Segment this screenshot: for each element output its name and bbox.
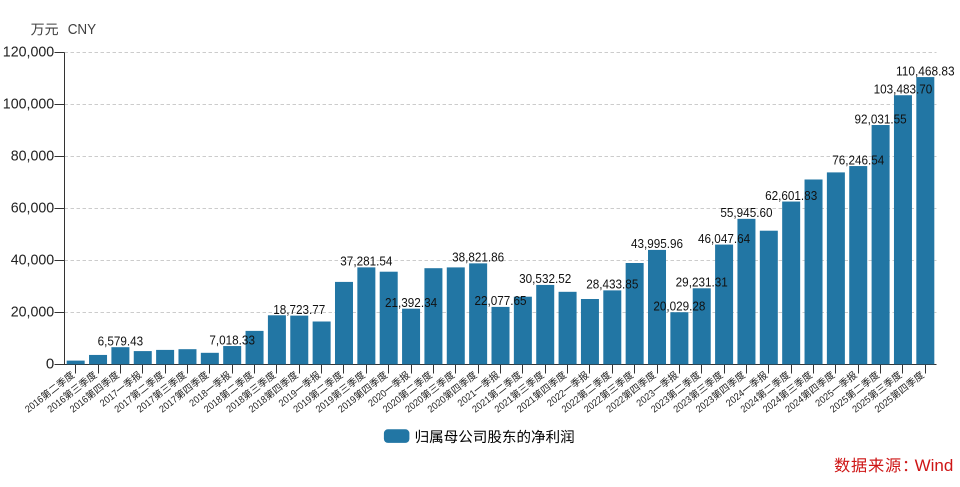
svg-text:18,723.77: 18,723.77 (273, 302, 325, 317)
svg-text:120,000: 120,000 (3, 43, 54, 60)
svg-text:100,000: 100,000 (3, 95, 54, 112)
svg-text:46,047.64: 46,047.64 (698, 231, 750, 246)
svg-text:7,018.33: 7,018.33 (209, 332, 255, 347)
svg-text:20,029.28: 20,029.28 (653, 299, 705, 314)
svg-text:6,579.43: 6,579.43 (98, 333, 144, 348)
svg-text:76,246.54: 76,246.54 (832, 152, 884, 167)
svg-text:92,031.55: 92,031.55 (855, 111, 907, 126)
svg-text:37,281.54: 37,281.54 (340, 254, 392, 269)
svg-text:21,392.34: 21,392.34 (385, 295, 437, 310)
svg-text:38,821.86: 38,821.86 (452, 250, 504, 265)
svg-text:80,000: 80,000 (11, 147, 55, 164)
svg-text:103,483.70: 103,483.70 (874, 82, 933, 97)
svg-text:62,601.83: 62,601.83 (765, 188, 817, 203)
svg-text:CNY: CNY (68, 22, 97, 38)
svg-text:22,077.65: 22,077.65 (474, 293, 526, 308)
svg-text:0: 0 (46, 355, 54, 372)
svg-text:43,995.96: 43,995.96 (631, 236, 683, 251)
svg-text:28,433.85: 28,433.85 (586, 277, 638, 292)
svg-text:Wind: Wind (915, 456, 954, 475)
svg-text:30,532.52: 30,532.52 (519, 271, 571, 286)
svg-text:60,000: 60,000 (11, 199, 55, 216)
svg-text:20,000: 20,000 (11, 303, 55, 320)
svg-text:55,945.60: 55,945.60 (720, 205, 772, 220)
svg-text:110,468.83: 110,468.83 (896, 63, 955, 78)
svg-text:40,000: 40,000 (11, 251, 55, 268)
svg-text:29,231.31: 29,231.31 (676, 275, 728, 290)
